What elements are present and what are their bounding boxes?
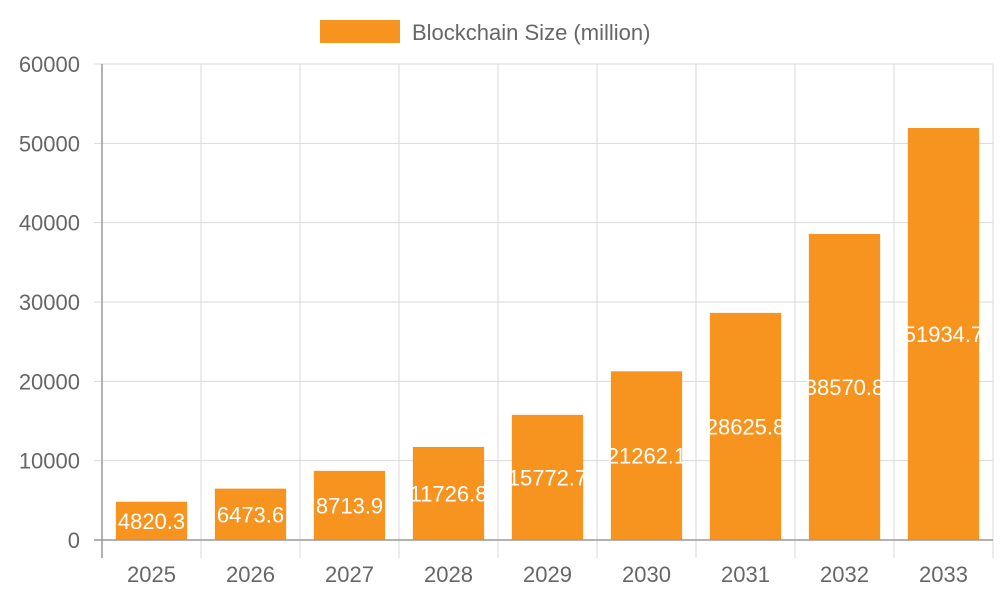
y-tick-label: 30000 — [19, 290, 80, 315]
y-tick-label: 50000 — [19, 131, 80, 156]
bar[interactable] — [610, 371, 683, 540]
x-tick-label: 2030 — [622, 562, 671, 587]
bar-data-label: 28625.8 — [706, 414, 786, 439]
x-tick-label: 2032 — [820, 562, 869, 587]
bar[interactable] — [709, 312, 782, 540]
x-tick-label: 2025 — [127, 562, 176, 587]
y-tick-label: 40000 — [19, 211, 80, 236]
bar-data-label: 6473.6 — [217, 502, 284, 527]
x-tick-label: 2026 — [226, 562, 275, 587]
bar-data-label: 8713.9 — [316, 493, 383, 518]
y-tick-label: 60000 — [19, 52, 80, 77]
tick-labels: 0 10000 20000 30000 40000 50000 60000 2025 2026 2… — [19, 52, 968, 587]
bar[interactable] — [808, 234, 881, 540]
y-tick-label: 20000 — [19, 369, 80, 394]
bar[interactable] — [313, 470, 386, 540]
bar[interactable] — [115, 501, 188, 540]
legend-label: Blockchain Size (million) — [412, 20, 650, 45]
y-tick-label: 10000 — [19, 449, 80, 474]
bar-data-label: 51934.7 — [904, 322, 984, 347]
bar-data-label: 11726.8 — [410, 481, 488, 506]
y-tick-label: 0 — [68, 528, 80, 553]
bar[interactable] — [907, 127, 980, 540]
bar-data-label: 21262.1 — [607, 444, 687, 469]
x-tick-label: 2027 — [325, 562, 374, 587]
x-tick-label: 2033 — [919, 562, 968, 587]
legend-swatch — [320, 20, 400, 43]
gridlines — [94, 63, 994, 558]
bar-data-label: 15772.7 — [508, 465, 588, 490]
bar[interactable] — [214, 488, 287, 540]
bar[interactable] — [511, 414, 584, 540]
x-tick-label: 2029 — [523, 562, 572, 587]
axes — [94, 64, 993, 558]
x-tick-label: 2031 — [721, 562, 770, 587]
x-tick-label: 2028 — [424, 562, 473, 587]
bar-data-labels: 4820.3 6473.6 8713.9 11726.8 15772.7 21262.1 2… — [118, 322, 983, 534]
bars — [115, 127, 980, 540]
bar-data-label: 38570.8 — [805, 375, 885, 400]
legend[interactable]: Blockchain Size (million) — [320, 20, 650, 45]
bar[interactable] — [412, 446, 485, 540]
bar-data-label: 4820.3 — [118, 509, 185, 534]
